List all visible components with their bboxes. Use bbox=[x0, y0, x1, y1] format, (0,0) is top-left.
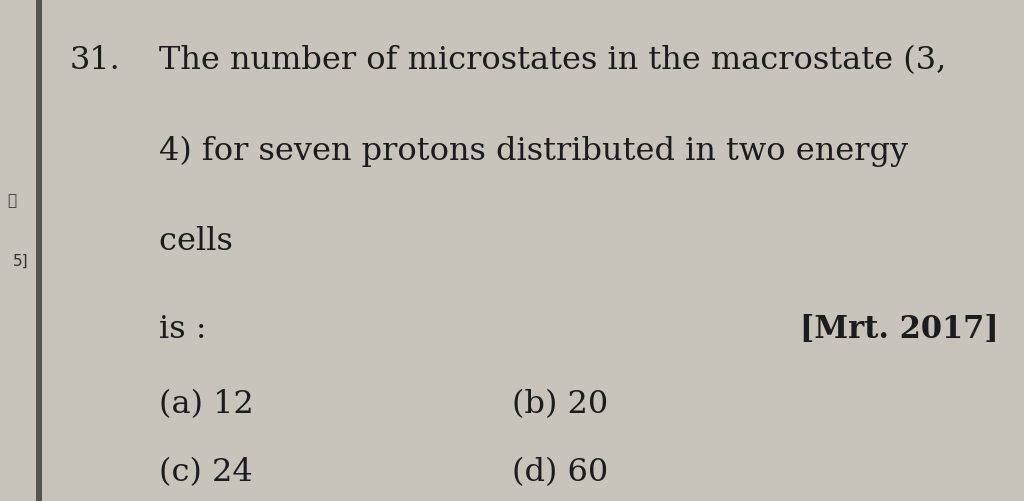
Text: ञ: ञ bbox=[8, 193, 16, 208]
Text: (b) 20: (b) 20 bbox=[512, 388, 608, 419]
Text: 31.: 31. bbox=[70, 45, 121, 76]
Text: is :: is : bbox=[159, 313, 206, 344]
Text: cells: cells bbox=[159, 225, 243, 257]
FancyBboxPatch shape bbox=[36, 0, 42, 501]
Text: 5]: 5] bbox=[12, 253, 29, 268]
Text: [Mrt. 2017]: [Mrt. 2017] bbox=[800, 313, 998, 344]
Text: (a) 12: (a) 12 bbox=[159, 388, 254, 419]
Text: 4) for seven protons distributed in two energy: 4) for seven protons distributed in two … bbox=[159, 135, 908, 166]
Text: (d) 60: (d) 60 bbox=[512, 456, 608, 487]
Text: The number of microstates in the macrostate (3,: The number of microstates in the macrost… bbox=[159, 45, 946, 76]
Text: (c) 24: (c) 24 bbox=[159, 456, 253, 487]
